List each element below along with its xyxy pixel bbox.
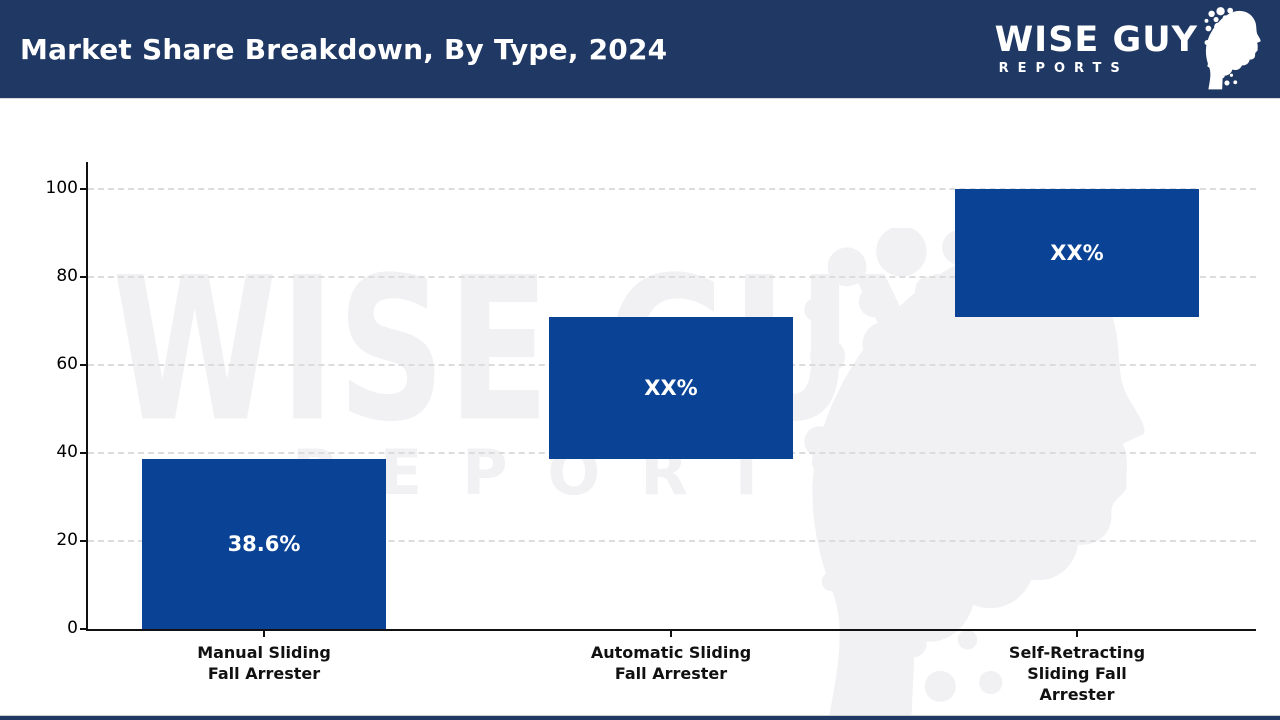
y-tick-40 <box>80 452 87 454</box>
logo-wordmark: WISE GUY <box>994 19 1198 60</box>
y-tick-0 <box>80 628 87 630</box>
wiseguy-face-icon <box>1204 7 1261 90</box>
logo-subtext: REPORTS <box>998 60 1129 76</box>
y-tick-20 <box>80 540 87 542</box>
bar-segment: XX% <box>955 189 1199 317</box>
logo-text: WISE GUY REPORTS <box>994 19 1198 76</box>
x-category-label: Self-Retracting Sliding Fall Arrester <box>1008 643 1146 704</box>
page-title: Market Share Breakdown, By Type, 2024 <box>20 32 668 66</box>
x-tick-1 <box>670 631 672 637</box>
gridline-20 <box>88 540 1256 542</box>
y-tick-label-20: 20 <box>56 530 78 550</box>
y-tick-label-100: 100 <box>45 178 78 198</box>
y-tick-60 <box>80 364 87 366</box>
x-tick-2 <box>1076 631 1078 637</box>
gridline-100 <box>88 188 1256 190</box>
bar-segment: XX% <box>549 316 793 460</box>
gridline-80 <box>88 276 1256 278</box>
y-tick-80 <box>80 276 87 278</box>
y-tick-label-0: 0 <box>67 618 78 638</box>
wiseguy-logo: WISE GUY REPORTS <box>995 7 1266 91</box>
header: Market Share Breakdown, By Type, 2024 WI… <box>0 0 1280 99</box>
bar-value-label: XX% <box>644 375 698 400</box>
y-tick-100 <box>80 188 87 190</box>
y-tick-label-60: 60 <box>56 354 78 374</box>
y-axis-line <box>86 162 88 631</box>
bar-segment: 38.6% <box>142 459 386 629</box>
x-tick-0 <box>263 631 265 637</box>
plot-area: 0 20 40 60 80 100 38.6% Manual Sliding Fall Arr… <box>0 100 1280 715</box>
y-tick-label-80: 80 <box>56 266 78 286</box>
bar-value-label: 38.6% <box>227 532 301 557</box>
y-tick-label-40: 40 <box>56 442 78 462</box>
x-category-label: Manual Sliding Fall Arrester <box>197 643 331 683</box>
x-category-label: Automatic Sliding Fall Arrester <box>590 643 752 683</box>
chart: WISE GUY REPORTS 0 20 40 60 80 100 38.6% Manual… <box>0 100 1280 720</box>
x-axis-line <box>86 629 1256 631</box>
bottom-bar <box>0 715 1280 720</box>
bar-value-label: XX% <box>1050 240 1104 265</box>
